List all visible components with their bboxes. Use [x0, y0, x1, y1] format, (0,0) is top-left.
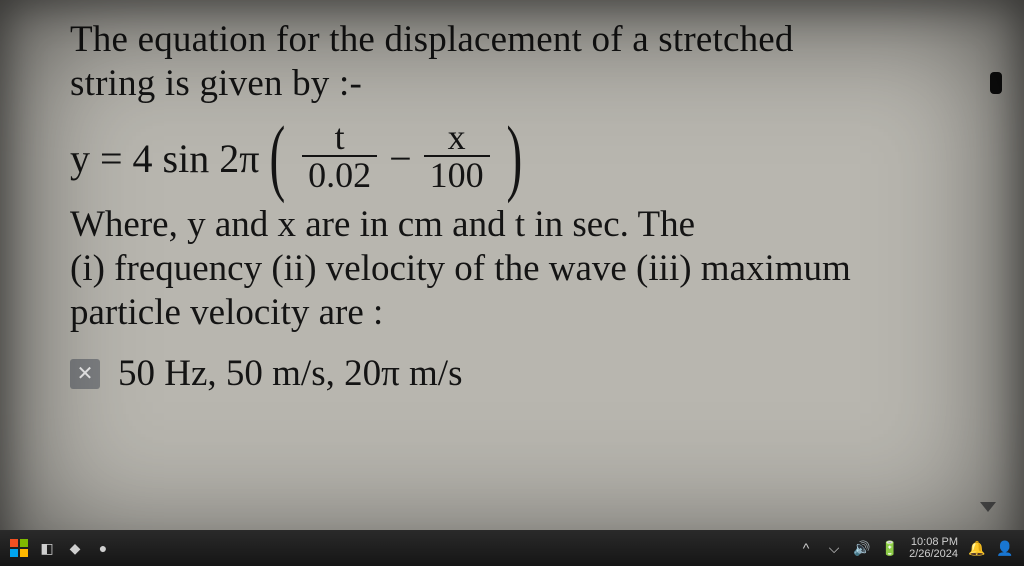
taskbar-left: ◧ ◆ ●: [10, 539, 112, 557]
where-line-3: particle velocity are :: [70, 291, 976, 335]
intro-line-2: string is given by :-: [70, 62, 976, 106]
where-line-2: (i) frequency (ii) velocity of the wave …: [70, 247, 976, 291]
answer-marker-glyph: ✕: [77, 364, 94, 384]
taskbar-right: ^ ⌵ 🔊 🔋 10:08 PM 2/26/2024 🔔 👤: [797, 536, 1014, 560]
fraction-x-den: 100: [424, 157, 490, 193]
taskbar-date: 2/26/2024: [909, 548, 958, 560]
fraction-t-den: 0.02: [302, 157, 377, 193]
notification-bell-icon[interactable]: 🔔: [968, 539, 986, 557]
dropdown-triangle-icon: [980, 502, 996, 512]
where-line-1: Where, y and x are in cm and t in sec. T…: [70, 203, 976, 247]
sound-icon[interactable]: 🔊: [853, 539, 871, 557]
windows-start-icon[interactable]: [10, 539, 28, 557]
fraction-x-num: x: [442, 119, 472, 155]
battery-icon[interactable]: 🔋: [881, 539, 899, 557]
question-intro: The equation for the displacement of a s…: [70, 18, 976, 105]
taskbar-clock[interactable]: 10:08 PM 2/26/2024: [909, 536, 958, 560]
taskbar: ◧ ◆ ● ^ ⌵ 🔊 🔋 10:08 PM 2/26/2024 🔔 👤: [0, 530, 1024, 566]
fraction-t-num: t: [329, 119, 351, 155]
side-marker: [990, 72, 1002, 94]
taskbar-app-icon[interactable]: ◧: [38, 539, 56, 557]
answer-row: ✕ 50 Hz, 50 m/s, 20π m/s: [70, 352, 976, 396]
taskbar-app-icon[interactable]: ◆: [66, 539, 84, 557]
fraction-t: t 0.02: [302, 119, 377, 193]
taskbar-time: 10:08 PM: [909, 536, 958, 548]
question-page: The equation for the displacement of a s…: [0, 0, 1024, 566]
question-body: Where, y and x are in cm and t in sec. T…: [70, 203, 976, 334]
minus-sign: −: [389, 135, 412, 182]
answer-text: 50 Hz, 50 m/s, 20π m/s: [118, 352, 463, 396]
intro-line-1: The equation for the displacement of a s…: [70, 18, 976, 62]
answer-marker-icon[interactable]: ✕: [70, 359, 100, 389]
right-paren: ): [506, 126, 522, 186]
left-paren: (: [270, 126, 286, 186]
fraction-x: x 100: [424, 119, 490, 193]
profile-icon[interactable]: 👤: [996, 539, 1014, 557]
taskbar-app-icon[interactable]: ●: [94, 539, 112, 557]
equation: y = 4 sin 2π ( t 0.02 − x 100 ): [70, 121, 976, 195]
equation-lhs: y = 4 sin 2π: [70, 135, 259, 182]
wifi-icon[interactable]: ⌵: [825, 539, 843, 557]
chevron-up-icon[interactable]: ^: [797, 539, 815, 557]
